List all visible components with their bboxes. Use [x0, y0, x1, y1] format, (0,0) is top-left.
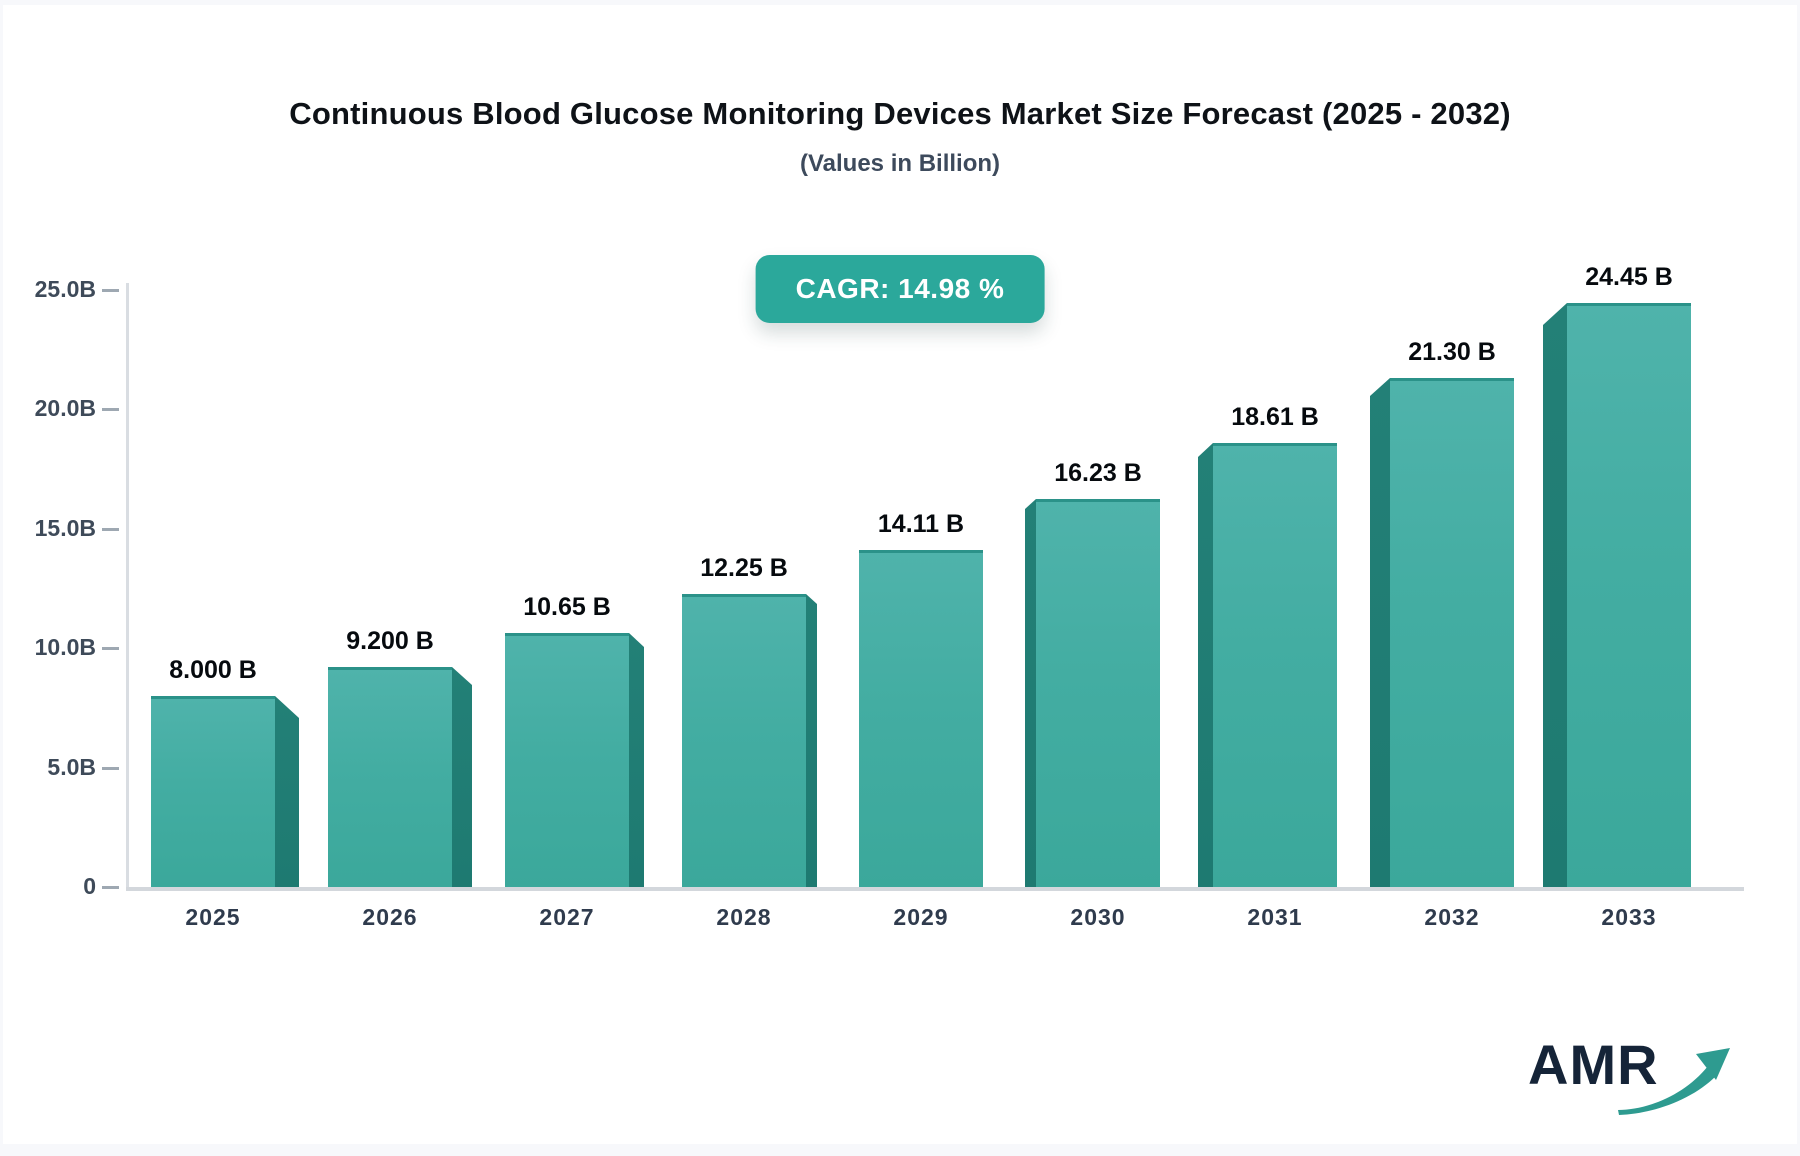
y-tick-label: 15.0B: [34, 514, 96, 541]
x-axis-line: [126, 887, 1744, 891]
x-axis-label-2032: 2032: [1424, 904, 1480, 930]
bar-value-label: 12.25 B: [700, 554, 788, 582]
bar-value-label: 18.61 B: [1231, 403, 1319, 431]
bar-2028: [682, 594, 806, 887]
chart-subtitle: (Values in Billion): [799, 150, 1001, 177]
chart-title: Continuous Blood Glucose Monitoring Devi…: [289, 96, 1511, 131]
bar-side-face: [806, 594, 817, 887]
x-axis-label-2033: 2033: [1601, 904, 1657, 930]
bar-value-label: 24.45 B: [1585, 263, 1673, 291]
bar-2033: [1567, 303, 1691, 887]
x-axis-label-2029: 2029: [893, 904, 949, 930]
y-tick-mark: [102, 766, 119, 770]
bar-2026: [328, 667, 452, 887]
bar-side-face: [275, 696, 299, 887]
bar-value-label: 16.23 B: [1054, 459, 1142, 487]
growth-arrow-icon: [1618, 1048, 1730, 1115]
y-tick-label: 25.0B: [34, 276, 96, 302]
bar-side-face: [452, 667, 472, 887]
y-tick-label: 0: [83, 873, 96, 899]
y-tick-mark: [102, 289, 119, 292]
bar-value-label: 10.65 B: [523, 593, 611, 621]
bar-value-label: 9.200 B: [346, 627, 434, 655]
bar-side-face: [1370, 378, 1390, 887]
bar-value-label: 8.000 B: [169, 656, 257, 684]
bar-2031: [1213, 443, 1337, 887]
y-tick-mark: [102, 647, 119, 651]
bar-side-face: [1543, 303, 1567, 887]
y-tick-mark: [102, 527, 119, 531]
y-tick-label: 5.0B: [47, 753, 96, 780]
bar-2027: [505, 633, 629, 887]
y-axis-line: [126, 283, 129, 891]
y-tick-label: 10.0B: [34, 634, 96, 661]
bar-2030: [1036, 499, 1160, 887]
bar-side-face: [1198, 443, 1213, 887]
amr-logo-text: AMR: [1528, 1033, 1659, 1096]
bar-2032: [1390, 378, 1514, 887]
amr-logo: AMR: [1528, 1032, 1730, 1122]
x-axis-label-2030: 2030: [1070, 904, 1126, 930]
bar-2029: [859, 550, 983, 887]
bar-value-label: 14.11 B: [877, 510, 965, 538]
bar-2025: [151, 696, 275, 887]
cagr-badge: CAGR: 14.98 %: [755, 255, 1045, 323]
x-axis-label-2025: 2025: [185, 904, 241, 930]
bar-side-face: [629, 633, 644, 887]
y-tick-mark: [102, 886, 119, 889]
x-axis-label-2028: 2028: [716, 904, 772, 930]
bar-side-face: [1025, 499, 1036, 887]
x-axis-label-2027: 2027: [539, 904, 595, 930]
bar-value-label: 21.30 B: [1408, 338, 1496, 366]
y-tick-mark: [102, 408, 119, 412]
y-tick-label: 20.0B: [34, 395, 96, 422]
x-axis-label-2031: 2031: [1247, 904, 1303, 930]
x-axis-label-2026: 2026: [362, 904, 418, 930]
